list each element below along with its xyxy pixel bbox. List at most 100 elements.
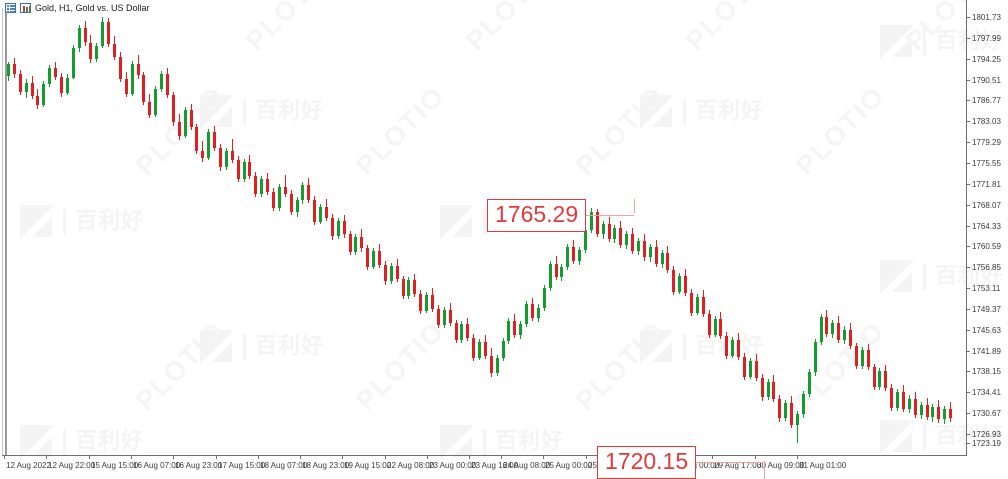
price-tick-label: 1783.03 (972, 117, 1001, 126)
candlestick-bar (301, 8, 304, 455)
candle-body (502, 341, 505, 358)
candlestick-bar (914, 8, 917, 455)
candle-body (555, 263, 558, 278)
time-tick-mark (501, 455, 502, 459)
candlestick-bar (672, 8, 675, 455)
candlestick-bar (290, 8, 293, 455)
candlestick-bar (360, 8, 363, 455)
time-tick-mark (46, 455, 47, 459)
price-tick-mark (966, 434, 970, 435)
time-tick-label: 23 Aug 16:00 (471, 461, 519, 470)
candle-body (890, 388, 893, 408)
candle-body (72, 48, 75, 78)
time-tick-mark (427, 455, 428, 459)
annotation-leader-line (586, 215, 635, 216)
time-tick-label: 29 Aug 17:00 (714, 461, 762, 470)
candlestick-bar (207, 8, 210, 455)
candlestick-bar (201, 8, 204, 455)
candle-body (802, 394, 805, 415)
candle-body (296, 200, 299, 212)
candle-body (784, 402, 787, 419)
candle-body (84, 28, 87, 43)
price-tick: 1738.15 (966, 366, 1008, 378)
candlestick-bar (725, 8, 728, 455)
candlestick-bar (790, 8, 793, 455)
candlestick-bar (731, 8, 734, 455)
candlestick-bar (814, 8, 817, 455)
candlestick-bar (678, 8, 681, 455)
candle-body (207, 132, 210, 159)
grid-icon[interactable] (5, 3, 16, 13)
low-price-label[interactable]: 1720.15 (597, 446, 766, 479)
candle-body (737, 339, 740, 357)
candle-body (867, 350, 870, 368)
candlestick-bar (684, 8, 687, 455)
chart-left-scrollbar[interactable] (5, 8, 7, 455)
candlestick-bar (560, 8, 563, 455)
candle-body (213, 132, 216, 148)
candlestick-bar (590, 8, 593, 455)
candlestick-bar (425, 8, 428, 455)
price-tick-label: 1734.41 (972, 388, 1001, 397)
candlestick-bar (702, 8, 705, 455)
time-tick-mark (342, 455, 343, 459)
candle-body (537, 307, 540, 319)
candlestick-bar (584, 8, 587, 455)
time-tick-mark (469, 455, 470, 459)
time-tick-mark (173, 455, 174, 459)
candlestick-bar (843, 8, 846, 455)
candlestick-bar (7, 8, 10, 455)
candle-body (396, 265, 399, 280)
price-tick-label: 1797.99 (972, 34, 1001, 43)
candle-body (131, 63, 134, 95)
candle-body (920, 404, 923, 416)
candle-body (160, 73, 163, 90)
candle-body (154, 89, 157, 116)
price-tick: 1730.67 (966, 408, 1008, 420)
candle-body (896, 392, 899, 408)
candlestick-bar (931, 8, 934, 455)
candle-body (325, 206, 328, 218)
candlestick-bar (78, 8, 81, 455)
candlestick-bar (578, 8, 581, 455)
candlestick-bar (148, 8, 151, 455)
candle-body (166, 73, 169, 96)
time-tick-mark (586, 455, 587, 459)
price-tick: 1790.51 (966, 75, 1008, 87)
high-price-label[interactable]: 1765.29 (487, 199, 636, 232)
candlestick-bar (307, 8, 310, 455)
candlestick-bar (42, 8, 45, 455)
candle-body (219, 147, 222, 168)
candle-body (619, 228, 622, 245)
candlestick-plot-area[interactable] (7, 8, 955, 455)
candlestick-bar (402, 8, 405, 455)
candlestick-bar (873, 8, 876, 455)
candle-body (272, 191, 275, 209)
time-tick-mark (712, 455, 713, 459)
candlestick-bar (172, 8, 175, 455)
time-tick-mark (216, 455, 217, 459)
candle-body (36, 96, 39, 105)
candlestick-icon[interactable] (20, 3, 31, 13)
candlestick-bar (378, 8, 381, 455)
price-tick-mark (966, 205, 970, 206)
price-tick-label: 1749.37 (972, 305, 1001, 314)
candle-body (419, 293, 422, 311)
price-tick-mark (966, 184, 970, 185)
price-tick-mark (966, 267, 970, 268)
time-axis[interactable]: 12 Aug 2022 12 Aug 22:00 15 Aug 15:00 16 Au… (0, 455, 968, 479)
price-tick-mark (966, 226, 970, 227)
candlestick-bar (696, 8, 699, 455)
candle-body (89, 42, 92, 60)
candle-body (31, 82, 34, 97)
candlestick-bar (372, 8, 375, 455)
candle-body (731, 339, 734, 356)
candle-body (696, 297, 699, 313)
candlestick-bar (195, 8, 198, 455)
candle-body (814, 342, 817, 373)
candle-body (531, 304, 534, 318)
candlestick-bar (266, 8, 269, 455)
candlestick-bar (831, 8, 834, 455)
price-axis[interactable]: 1801.73 1797.99 1794.25 1790.51 1786.77 1783.… (966, 0, 1008, 479)
